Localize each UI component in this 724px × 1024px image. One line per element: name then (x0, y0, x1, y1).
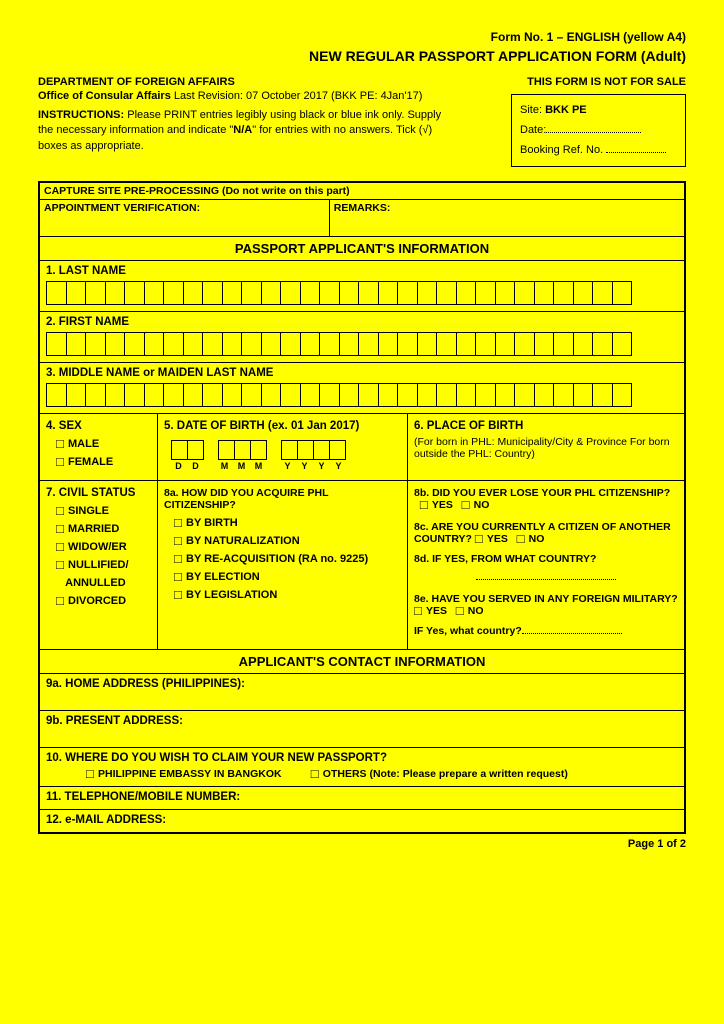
form-number: Form No. 1 – ENGLISH (491, 30, 620, 44)
remarks: REMARKS: (330, 200, 684, 236)
pob-sub: (For born in PHL: Municipality/City & Pr… (414, 436, 678, 460)
q8d-line[interactable] (476, 579, 616, 580)
checkbox-icon[interactable] (462, 500, 471, 509)
field-12[interactable]: 12. e-MAIL ADDRESS: (40, 810, 684, 832)
office-rest: Last Revision: 07 October 2017 (BKK PE: … (171, 90, 423, 102)
appointment-verification: APPOINTMENT VERIFICATION: (40, 200, 330, 236)
option-item[interactable]: BY LEGISLATION (174, 589, 401, 601)
checkbox-icon[interactable] (311, 769, 320, 778)
field-9b[interactable]: 9b. PRESENT ADDRESS: (40, 711, 684, 748)
field-10: 10. WHERE DO YOU WISH TO CLAIM YOUR NEW … (40, 748, 684, 787)
field-first-name: 2. FIRST NAME (40, 312, 684, 363)
form-number-note: (yellow A4) (623, 30, 686, 44)
site-label: Site: (520, 104, 545, 116)
q8b: 8b. DID YOU EVER LOSE YOUR PHL CITIZENSH… (414, 487, 678, 511)
capture-header: CAPTURE SITE PRE-PROCESSING (Do not writ… (40, 183, 684, 200)
booking-label: Booking Ref. No. (520, 144, 603, 156)
date-label: Date: (520, 124, 546, 136)
booking-field[interactable] (606, 152, 666, 153)
page-number: Page 1 of 2 (38, 838, 686, 850)
appointment-row: APPOINTMENT VERIFICATION: REMARKS: (40, 200, 684, 237)
department: DEPARTMENT OF FOREIGN AFFAIRS (38, 76, 511, 88)
q8e-line[interactable] (522, 633, 622, 634)
opt-female[interactable]: FEMALE (56, 456, 151, 468)
label-civil: 7. CIVIL STATUS (46, 487, 151, 499)
opt-male[interactable]: MALE (56, 438, 151, 450)
field-pob: 6. PLACE OF BIRTH (For born in PHL: Muni… (408, 414, 684, 480)
form-number-line: Form No. 1 – ENGLISH (yellow A4) (38, 30, 686, 44)
label-sex: 4. SEX (46, 420, 151, 432)
q8d: 8d. IF YES, FROM WHAT COUNTRY? (414, 553, 678, 565)
q8e-if: IF Yes, what country? (414, 625, 678, 637)
checkbox-icon (56, 439, 65, 448)
header-left: DEPARTMENT OF FOREIGN AFFAIRS Office of … (38, 76, 511, 154)
section-contact-info: APPLICANT'S CONTACT INFORMATION (40, 650, 684, 674)
site-value: BKK PE (545, 104, 587, 116)
label-10: 10. WHERE DO YOU WISH TO CLAIM YOUR NEW … (46, 752, 678, 764)
option-item[interactable]: NULLIFIED/ (56, 559, 151, 571)
row-sex-dob-pob: 4. SEX MALE FEMALE 5. DATE OF BIRTH (ex.… (40, 414, 684, 481)
option-item[interactable]: BY NATURALIZATION (174, 535, 401, 547)
section-applicant-info: PASSPORT APPLICANT'S INFORMATION (40, 237, 684, 261)
label-dob: 5. DATE OF BIRTH (ex. 01 Jan 2017) (164, 420, 401, 432)
field-dob: 5. DATE OF BIRTH (ex. 01 Jan 2017) DDMMM… (158, 414, 408, 480)
date-field[interactable] (546, 132, 641, 133)
instructions: INSTRUCTIONS: Please PRINT entries legib… (38, 108, 448, 154)
dob-box-container[interactable]: DDMMMYYYY (170, 440, 401, 471)
office: Office of Consular Affairs Last Revision… (38, 90, 511, 102)
option-item[interactable]: WIDOW/ER (56, 541, 151, 553)
not-for-sale: THIS FORM IS NOT FOR SALE (511, 76, 686, 88)
checkbox-icon[interactable] (414, 606, 423, 615)
checkbox-icon[interactable] (86, 769, 95, 778)
label-last-name: 1. LAST NAME (46, 265, 678, 277)
site-box: Site: BKK PE Date: Booking Ref. No. (511, 94, 686, 167)
instructions-label: INSTRUCTIONS: (38, 109, 124, 121)
option-item[interactable]: BY RE-ACQUISITION (RA no. 9225) (174, 553, 401, 565)
boxes-first-name[interactable] (46, 332, 678, 356)
row-civil-citizenship: 7. CIVIL STATUS SINGLE MARRIED WIDOW/ER NUL… (40, 481, 684, 650)
label-middle-name: 3. MIDDLE NAME or MAIDEN LAST NAME (46, 367, 678, 379)
opt-others: OTHERS (Note: Please prepare a written r… (323, 768, 568, 780)
office-bold: Office of Consular Affairs (38, 90, 171, 102)
q8c: 8c. ARE YOU CURRENTLY A CITIZEN OF ANOTH… (414, 521, 678, 545)
opt-embassy: PHILIPPINE EMBASSY IN BANGKOK (98, 768, 282, 780)
field-civil-status: 7. CIVIL STATUS SINGLE MARRIED WIDOW/ER NUL… (40, 481, 158, 649)
field-sex: 4. SEX MALE FEMALE (40, 414, 158, 480)
label-first-name: 2. FIRST NAME (46, 316, 678, 328)
field-11[interactable]: 11. TELEPHONE/MOBILE NUMBER: (40, 787, 684, 810)
instructions-na: N/A (233, 124, 252, 136)
checkbox-icon (56, 457, 65, 466)
boxes-middle-name[interactable] (46, 383, 678, 407)
field-middle-name: 3. MIDDLE NAME or MAIDEN LAST NAME (40, 363, 684, 414)
q8e: 8e. HAVE YOU SERVED IN ANY FOREIGN MILIT… (414, 593, 678, 617)
header-row: DEPARTMENT OF FOREIGN AFFAIRS Office of … (38, 76, 686, 167)
option-item[interactable]: DIVORCED (56, 595, 151, 607)
checkbox-icon[interactable] (420, 500, 429, 509)
civil-options: SINGLE MARRIED WIDOW/ER NULLIFIED/ ANNULLED… (46, 505, 151, 607)
field-8bcde: 8b. DID YOU EVER LOSE YOUR PHL CITIZENSH… (408, 481, 684, 649)
field-8a: 8a. HOW DID YOU ACQUIRE PHL CITIZENSHIP?… (158, 481, 408, 649)
checkbox-icon[interactable] (517, 534, 526, 543)
checkbox-icon[interactable] (475, 534, 484, 543)
label-pob: 6. PLACE OF BIRTH (414, 420, 678, 432)
main-form: CAPTURE SITE PRE-PROCESSING (Do not writ… (38, 181, 686, 834)
option-item[interactable]: BY BIRTH (174, 517, 401, 529)
field-last-name: 1. LAST NAME (40, 261, 684, 312)
option-item[interactable]: MARRIED (56, 523, 151, 535)
form-title: NEW REGULAR PASSPORT APPLICATION FORM (A… (38, 48, 686, 64)
header-right: THIS FORM IS NOT FOR SALE Site: BKK PE D… (511, 76, 686, 167)
boxes-last-name[interactable] (46, 281, 678, 305)
label-8a: 8a. HOW DID YOU ACQUIRE PHL CITIZENSHIP? (164, 487, 401, 511)
option-item[interactable]: BY ELECTION (174, 571, 401, 583)
8a-options: BY BIRTH BY NATURALIZATION BY RE-ACQUISITI… (164, 517, 401, 601)
option-item[interactable]: ANNULLED (56, 577, 151, 589)
option-item[interactable]: SINGLE (56, 505, 151, 517)
field-9a[interactable]: 9a. HOME ADDRESS (PHILIPPINES): (40, 674, 684, 711)
checkbox-icon[interactable] (456, 606, 465, 615)
